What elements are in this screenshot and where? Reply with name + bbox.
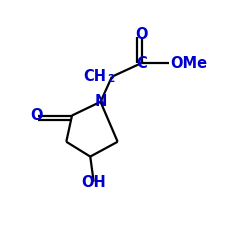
- Text: N: N: [94, 94, 107, 109]
- Text: 2: 2: [107, 74, 114, 85]
- Text: C: C: [136, 55, 147, 70]
- Text: O: O: [30, 108, 43, 123]
- Text: OH: OH: [81, 175, 106, 190]
- Text: OMe: OMe: [170, 55, 207, 70]
- Text: CH: CH: [83, 69, 106, 84]
- Text: O: O: [135, 27, 148, 43]
